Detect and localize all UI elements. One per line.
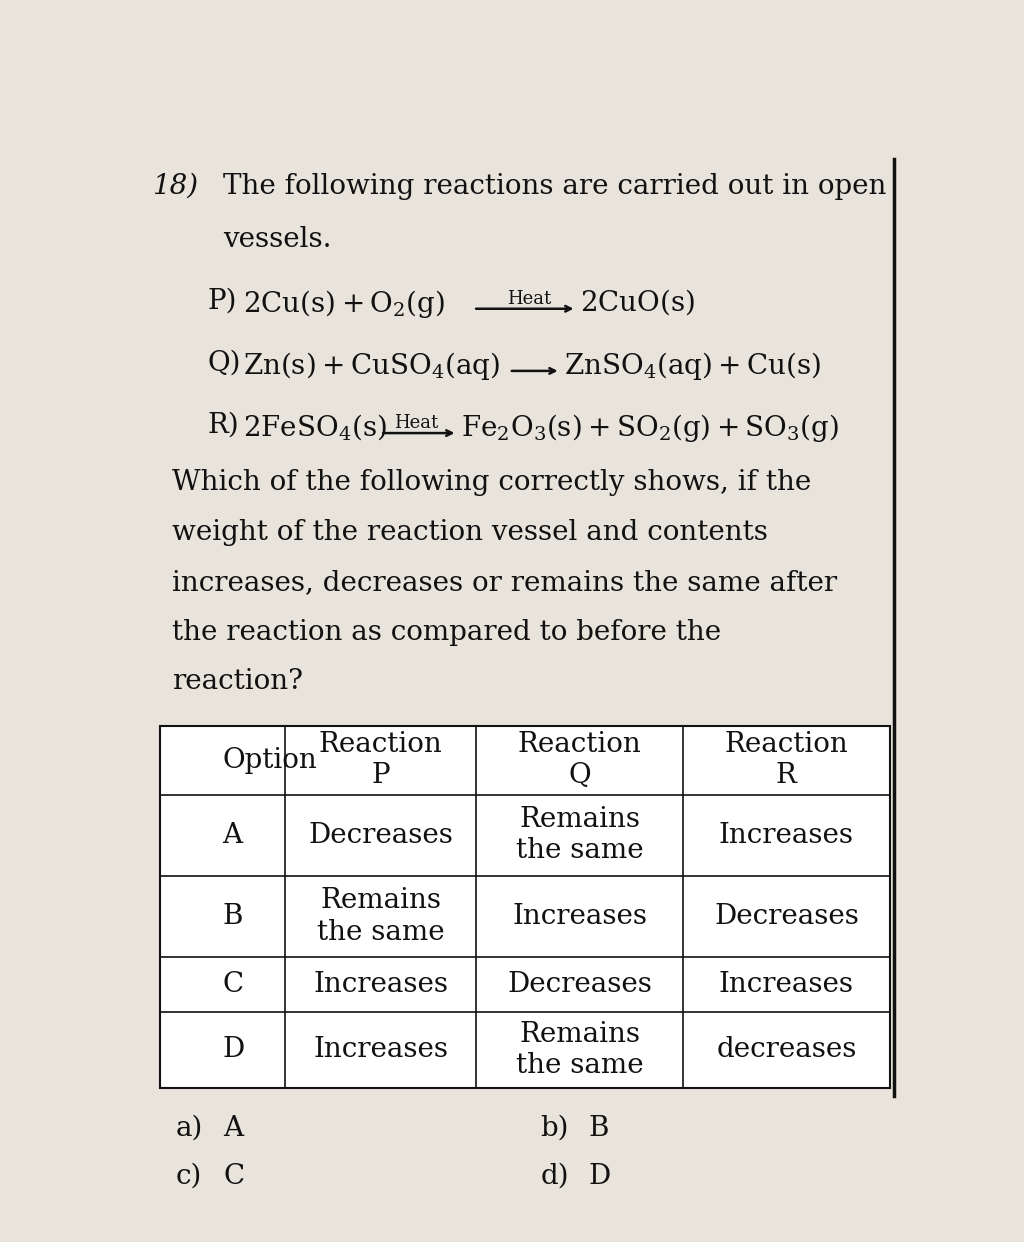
- Text: $\mathregular{2Cu(s)+O_2(g)}$: $\mathregular{2Cu(s)+O_2(g)}$: [243, 288, 445, 319]
- Text: c): c): [176, 1163, 202, 1190]
- Text: A: A: [223, 1115, 244, 1141]
- Text: D: D: [588, 1163, 610, 1190]
- Text: D: D: [222, 1036, 245, 1063]
- Text: Increases: Increases: [313, 1036, 449, 1063]
- Text: vessels.: vessels.: [223, 226, 332, 252]
- Text: Increases: Increases: [719, 822, 854, 848]
- Text: increases, decreases or remains the same after: increases, decreases or remains the same…: [172, 569, 837, 596]
- Text: Reaction
R: Reaction R: [725, 732, 848, 789]
- Text: P): P): [207, 288, 237, 314]
- Text: the reaction as compared to before the: the reaction as compared to before the: [172, 619, 721, 646]
- Text: Reaction
P: Reaction P: [318, 732, 442, 789]
- Text: Increases: Increases: [512, 903, 647, 930]
- Text: Remains
the same: Remains the same: [317, 887, 444, 945]
- Bar: [160, 725, 890, 1088]
- Text: $\mathregular{2CuO(s)}$: $\mathregular{2CuO(s)}$: [581, 288, 695, 318]
- Text: $\mathregular{Zn(s)+CuSO_4(aq)}$: $\mathregular{Zn(s)+CuSO_4(aq)}$: [243, 350, 500, 381]
- Text: Heat: Heat: [507, 289, 552, 308]
- Text: Reaction
Q: Reaction Q: [518, 732, 641, 789]
- Text: Remains
the same: Remains the same: [516, 1021, 643, 1079]
- Text: B: B: [588, 1115, 609, 1141]
- Text: b): b): [541, 1115, 569, 1141]
- Text: Heat: Heat: [394, 414, 438, 432]
- Text: B: B: [222, 903, 243, 930]
- Text: C: C: [223, 1163, 245, 1190]
- Text: $\mathregular{2FeSO_4(s)}$: $\mathregular{2FeSO_4(s)}$: [243, 412, 387, 442]
- Text: Remains
the same: Remains the same: [516, 806, 643, 864]
- Text: Increases: Increases: [719, 971, 854, 997]
- Text: reaction?: reaction?: [172, 668, 303, 696]
- Text: Increases: Increases: [313, 971, 449, 997]
- Text: C: C: [222, 971, 244, 997]
- Text: weight of the reaction vessel and contents: weight of the reaction vessel and conten…: [172, 519, 768, 546]
- Text: Q): Q): [207, 350, 241, 376]
- Text: Decreases: Decreases: [714, 903, 859, 930]
- Text: $\mathregular{Fe_2O_3(s)+SO_2(g)+SO_3(g)}$: $\mathregular{Fe_2O_3(s)+SO_2(g)+SO_3(g)…: [461, 412, 840, 445]
- Text: decreases: decreases: [716, 1036, 857, 1063]
- Text: 18): 18): [152, 173, 198, 200]
- Text: Option: Option: [222, 746, 317, 774]
- Text: a): a): [176, 1115, 203, 1141]
- Text: Decreases: Decreases: [308, 822, 454, 848]
- Text: Which of the following correctly shows, if the: Which of the following correctly shows, …: [172, 469, 811, 497]
- Text: R): R): [207, 412, 240, 438]
- Text: $\mathregular{ZnSO_4(aq)+Cu(s)}$: $\mathregular{ZnSO_4(aq)+Cu(s)}$: [564, 350, 821, 381]
- Text: Decreases: Decreases: [507, 971, 652, 997]
- Text: d): d): [541, 1163, 569, 1190]
- Text: A: A: [222, 822, 243, 848]
- Text: The following reactions are carried out in open: The following reactions are carried out …: [223, 173, 887, 200]
- Bar: [160, 725, 890, 1088]
